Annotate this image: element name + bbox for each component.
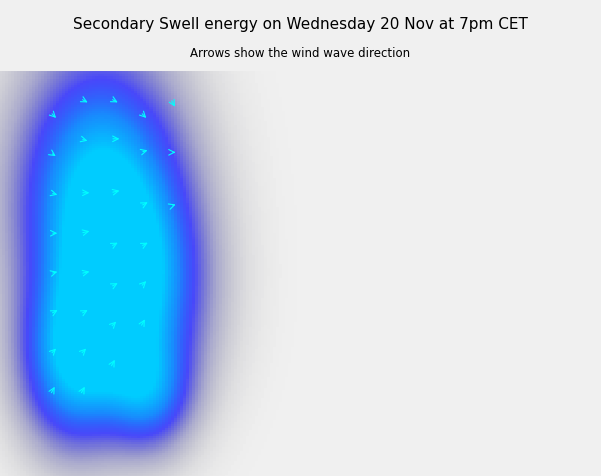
Text: Secondary Swell energy on Wednesday 20 Nov at 7pm CET: Secondary Swell energy on Wednesday 20 N… — [73, 18, 528, 32]
Text: Arrows show the wind wave direction: Arrows show the wind wave direction — [191, 47, 410, 60]
